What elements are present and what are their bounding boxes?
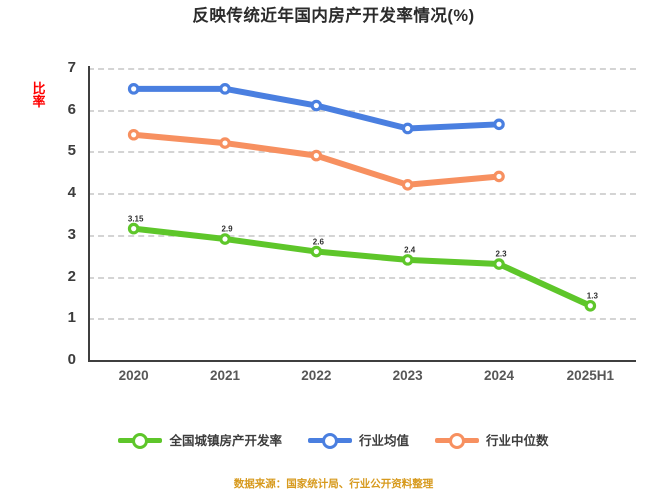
legend-marker-icon	[307, 432, 352, 449]
data-point-marker[interactable]	[219, 83, 231, 95]
chart-title: 反映传统近年国内房产开发率情况(%)	[192, 7, 475, 25]
data-point-marker[interactable]	[310, 149, 323, 162]
data-point-marker[interactable]	[219, 137, 231, 149]
y-tick-label: 0	[67, 351, 76, 368]
series-line	[130, 225, 594, 309]
x-tick-label: 2022	[301, 368, 332, 383]
legend-label: 行业中位数	[486, 434, 549, 448]
x-tick-label: 2024	[483, 368, 515, 383]
gridline	[88, 234, 636, 237]
footer-source-note: 数据来源：国家统计局、行业公开资料整理	[233, 478, 434, 490]
legend-marker-icon	[118, 432, 163, 449]
data-point-marker[interactable]	[127, 83, 140, 95]
data-point-marker[interactable]	[493, 118, 505, 131]
x-tick-label: 2023	[392, 368, 423, 383]
legend-marker-icon	[435, 432, 479, 449]
y-tick-label: 6	[67, 100, 76, 118]
gridline	[88, 151, 636, 154]
data-point-label: 2.3	[495, 249, 507, 259]
data-point-label: 2.4	[404, 245, 416, 255]
gridline	[88, 276, 636, 279]
data-point-marker[interactable]	[127, 128, 140, 141]
data-point-marker[interactable]	[310, 245, 323, 258]
legend-label: 全国城镇房产开发率	[169, 434, 282, 448]
data-point-marker[interactable]	[493, 170, 505, 183]
gridline	[88, 109, 636, 112]
legend-item[interactable]: 行业中位数	[435, 430, 549, 449]
legend-label: 行业均值	[358, 434, 409, 448]
data-point-marker[interactable]	[584, 299, 597, 312]
data-point-label: 1.3	[586, 291, 598, 301]
data-point-marker[interactable]	[310, 99, 323, 112]
series-layer	[127, 83, 597, 312]
legend-item[interactable]: 行业均值	[307, 430, 409, 449]
x-tick-label: 2025H1	[566, 368, 614, 383]
y-tick-label: 4	[67, 184, 76, 202]
gridline	[88, 318, 636, 321]
data-point-label: 2.9	[221, 224, 233, 234]
y-tick-label: 2	[67, 267, 76, 285]
gridline	[88, 68, 636, 70]
legend-item[interactable]: 全国城镇房产开发率	[118, 430, 282, 449]
data-point-marker[interactable]	[127, 222, 140, 235]
data-point-marker[interactable]	[401, 122, 414, 135]
x-tick-label: 2020	[118, 368, 149, 383]
gridlines	[88, 68, 636, 362]
y-axis-title: 比率	[32, 81, 46, 109]
y-axis-line	[88, 66, 90, 362]
data-point-marker[interactable]	[401, 179, 414, 191]
chart-legend: 全国城镇房产开发率 行业均值 行业中位数	[0, 430, 667, 449]
y-tick-label: 5	[67, 142, 76, 160]
data-point-marker[interactable]	[401, 254, 414, 266]
gridline	[88, 193, 636, 196]
plot-area	[88, 68, 636, 362]
y-tick-label: 1	[67, 309, 76, 327]
y-tick-label: 7	[67, 59, 76, 76]
data-point-marker[interactable]	[493, 258, 505, 270]
y-axis-tick-labels: 0 1 2 3 4 5 6 7	[0, 0, 88, 430]
data-point-marker[interactable]	[219, 233, 231, 245]
y-tick-label: 3	[67, 225, 76, 243]
gridline	[88, 360, 636, 362]
x-tick-label: 2021	[209, 368, 241, 383]
data-point-label: 3.15	[127, 214, 144, 224]
data-point-label: 2.6	[312, 237, 324, 247]
